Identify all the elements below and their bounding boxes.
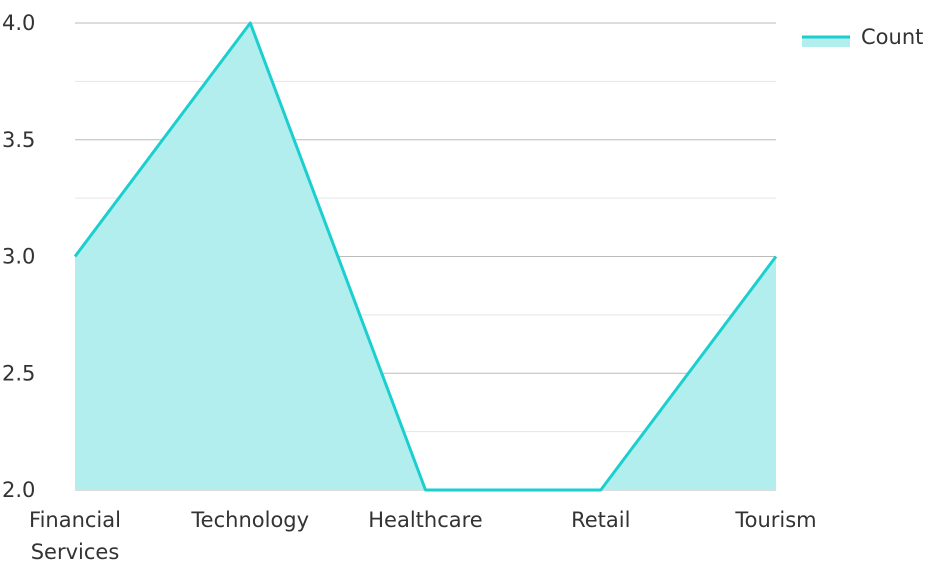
x-tick-label: Tourism: [734, 508, 816, 532]
y-tick-label: 2.0: [2, 478, 35, 502]
y-axis-tick-labels: 2.0 2.5 3.0 3.5 4.0: [2, 11, 35, 502]
y-tick-label: 4.0: [2, 11, 35, 35]
series-line-count: [73, 21, 778, 492]
legend-swatch-fill: [802, 36, 850, 47]
x-tick-label: Financial Services: [29, 508, 121, 562]
y-tick-label: 2.5: [2, 361, 35, 385]
x-axis-tick-labels: Financial Services Technology Healthcare Ret…: [29, 508, 817, 562]
legend-label-count: Count: [861, 25, 923, 49]
legend: Count: [802, 25, 923, 49]
series-area-count: [75, 23, 776, 490]
y-tick-label: 3.0: [2, 245, 35, 269]
x-tick-label: Technology: [190, 508, 309, 532]
x-tick-label: Healthcare: [368, 508, 482, 532]
x-tick-label: Retail: [571, 508, 630, 532]
y-tick-label: 3.5: [2, 128, 35, 152]
